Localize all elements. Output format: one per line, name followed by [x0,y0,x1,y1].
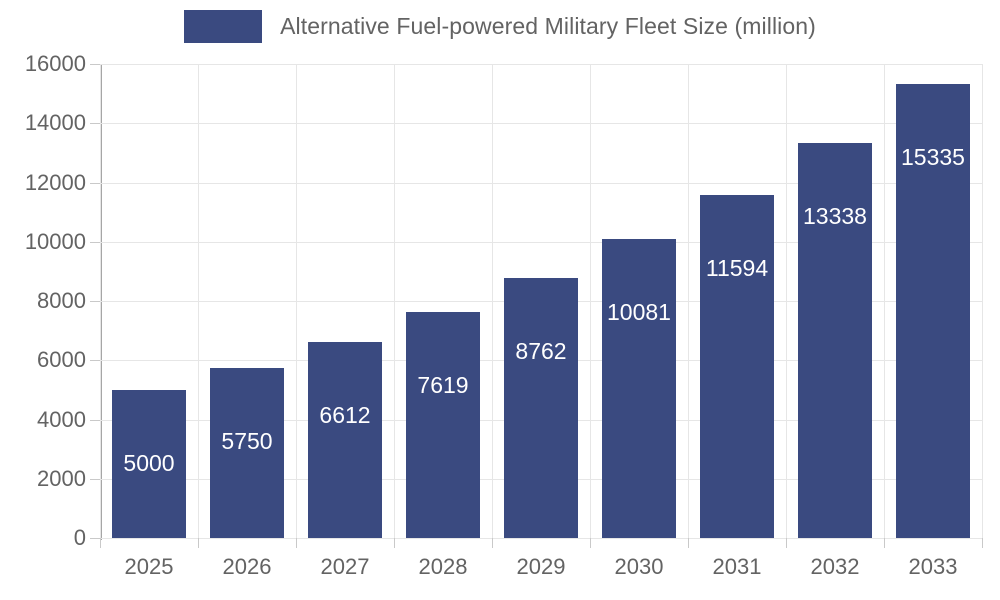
x-axis-tick [198,538,199,548]
bar[interactable] [602,239,676,538]
x-gridline [884,64,885,538]
y-axis-tick [90,538,100,539]
y-gridline [100,123,982,125]
x-axis-tick-label: 2030 [614,554,664,579]
y-axis-tick [90,301,100,302]
x-axis-tick [786,538,787,548]
y-gridline [100,182,982,184]
y-axis-tick [90,478,100,480]
plot-area: 5000 5750 6612 7619 8762 10081 11594 13338 15335 [100,64,983,539]
x-axis-tick [100,538,101,548]
x-axis-tick [590,538,591,548]
y-axis-tick-label: 14000 [24,110,86,136]
y-axis-tick-label: 2000 [37,465,86,491]
bar-value-label: 8762 [515,338,567,365]
x-axis-tick [982,538,983,548]
y-axis-tick-label: 0 [73,525,86,550]
y-axis-line [100,64,102,540]
bar[interactable] [700,194,774,538]
y-axis-tick-label: 4000 [37,406,86,432]
x-gridline [394,64,395,538]
y-axis-tick [90,182,100,184]
y-axis-tick-label: 10000 [24,228,86,254]
x-gridline [982,64,983,538]
bar[interactable] [406,312,480,538]
bar-value-label: 5750 [221,427,273,454]
y-gridline [100,538,982,539]
bar-value-label: 7619 [417,372,469,399]
x-axis-tick [688,538,689,548]
bar[interactable] [504,278,578,538]
chart-legend: Alternative Fuel-powered Military Fleet … [0,10,1000,43]
legend-label: Alternative Fuel-powered Military Fleet … [280,13,816,39]
y-axis-tick [90,360,100,362]
y-axis-tick [90,123,100,125]
x-axis-tick [394,538,395,548]
legend-color-swatch [184,10,263,43]
y-axis-tick [90,419,100,421]
bar[interactable] [896,83,970,538]
bar-value-label: 13338 [803,202,867,229]
bar-value-label: 5000 [123,449,175,476]
x-axis-tick-label: 2033 [908,554,958,579]
bar[interactable] [308,342,382,538]
bar[interactable] [112,389,186,538]
x-axis-tick [296,538,297,548]
x-axis-tick [884,538,885,548]
bar[interactable] [798,142,872,538]
bar-value-label: 6612 [319,402,371,429]
bar[interactable] [210,367,284,538]
x-axis-tick-label: 2025 [124,554,174,579]
x-axis-tick-label: 2028 [418,554,468,579]
y-axis-tick-label: 16000 [24,51,86,76]
y-gridline [100,241,982,243]
y-gridline [100,64,982,65]
x-axis-tick [492,538,493,548]
x-gridline [492,64,493,538]
x-gridline [100,64,101,538]
x-axis-tick-label: 2026 [222,554,272,579]
x-gridline [786,64,787,538]
x-gridline [590,64,591,538]
y-axis-tick-label: 12000 [24,169,86,195]
bar-value-label: 11594 [705,254,769,281]
x-axis-tick-label: 2032 [810,554,860,579]
x-gridline [688,64,689,538]
y-axis-tick-label: 8000 [37,288,86,313]
bar-value-label: 10081 [607,299,671,326]
y-axis-tick-label: 6000 [37,347,86,373]
bar-value-label: 15335 [901,143,965,170]
x-gridline [296,64,297,538]
y-axis-tick [90,241,100,243]
x-axis-tick-label: 2029 [516,554,566,579]
x-axis-tick-label: 2031 [712,554,762,579]
x-axis-tick-label: 2027 [320,554,370,579]
y-axis-tick [90,64,100,65]
y-axis-tick-labels: 0 2000 4000 6000 8000 10000 12000 14000 16000 [0,0,86,600]
x-gridline [198,64,199,538]
